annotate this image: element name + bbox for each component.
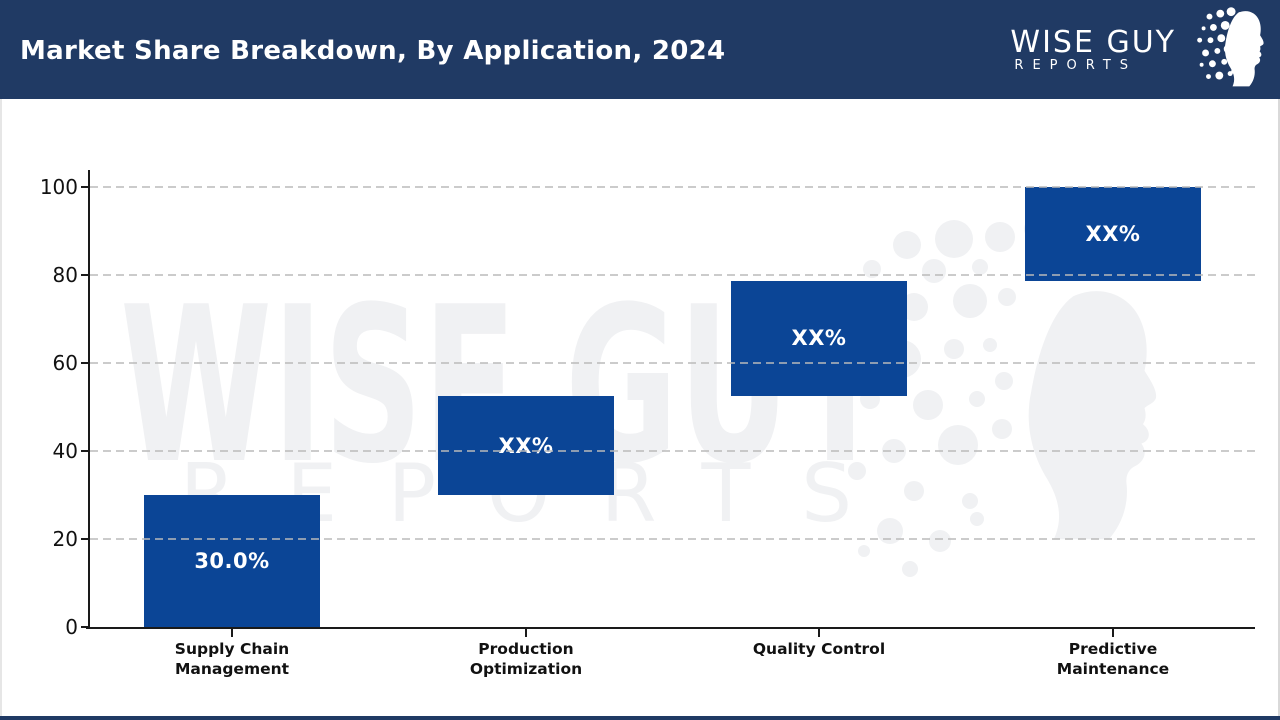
bar-predictive-maintenance: XX% [1025,187,1201,281]
y-axis-tick [81,186,89,188]
bar-quality-control: XX% [731,280,907,396]
gridline-y-80 [90,274,1255,276]
brand-subname: REPORTS [1014,57,1138,73]
gridline-y-100 [90,186,1255,188]
y-axis-tick-label: 100 [39,175,78,199]
y-axis-tick-label: 0 [65,615,78,639]
y-axis-tick [81,274,89,276]
header-banner: Market Share Breakdown, By Application, … [0,0,1280,99]
bar-value-label: XX% [791,326,847,351]
chart-canvas: WISE GUY REPORTS 02040608010030.0%XX%XX%… [0,99,1280,716]
x-axis-tick [231,629,233,637]
y-axis-line [88,170,90,629]
page-title: Market Share Breakdown, By Application, … [20,35,726,66]
x-axis-tick [525,629,527,637]
x-axis-category-label-supply-chain-management: Supply Chain Management [174,640,290,678]
page-right-border [1278,99,1280,716]
gridline-y-60 [90,362,1255,364]
y-axis-tick-label: 80 [52,263,78,287]
bar-value-label: XX% [498,433,554,458]
y-axis-tick [81,538,89,540]
gridline-y-20 [90,538,1255,540]
y-axis-tick [81,362,89,364]
brand-logo-text: WISE GUY REPORTS [1010,24,1176,73]
x-axis-tick [1112,629,1114,637]
y-axis-tick-label: 40 [52,439,78,463]
footer-bar [0,716,1280,720]
brand-name: WISE GUY [1010,24,1176,60]
bar-production-optimization: XX% [438,396,614,495]
x-axis-category-label-predictive-maintenance: Predictive Maintenance [1056,640,1170,678]
y-axis-tick-label: 60 [52,351,78,375]
y-axis-tick [81,626,89,628]
gridline-y-40 [90,450,1255,452]
y-axis-tick [81,450,89,452]
bar-value-label: 30.0% [194,549,270,573]
x-axis-tick [818,629,820,637]
brand-logo: WISE GUY REPORTS [1010,7,1266,92]
x-axis-category-label-production-optimization: Production Optimization [469,640,583,678]
x-axis-category-label-quality-control: Quality Control [752,640,886,658]
bar-supply-chain-management: 30.0% [144,495,320,627]
bar-value-label: XX% [1085,221,1141,246]
brand-face-icon [1197,7,1264,87]
x-axis-line [86,627,1255,629]
y-axis-tick-label: 20 [52,527,78,551]
